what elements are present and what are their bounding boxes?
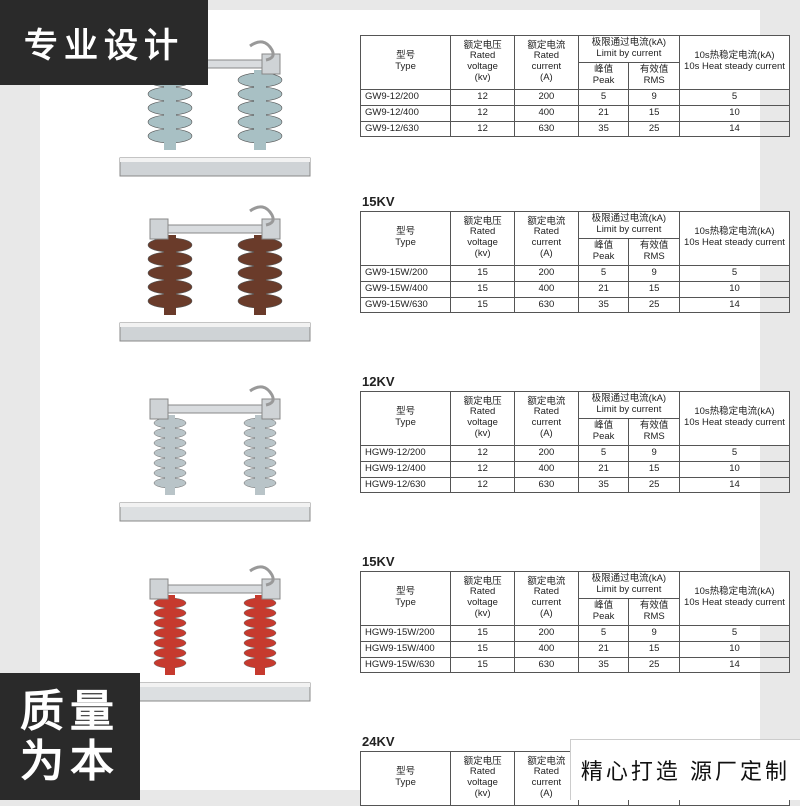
table-row: HGW9-12/40012400 211510 (361, 461, 790, 477)
table-row: GW9-15W/40015400 211510 (361, 281, 790, 297)
table-row: HGW9-15W/63015630 352514 (361, 657, 790, 673)
bottom-badge-line2: 为本 (20, 737, 120, 788)
spec-section: 12KV 型号Type 额定电压Rated voltage(kv) 额定电流Ra… (360, 370, 790, 493)
spec-table: 型号Type 额定电压Rated voltage(kv) 额定电流Rated c… (360, 35, 790, 137)
spec-table: 型号Type 额定电压Rated voltage(kv) 额定电流Rated c… (360, 391, 790, 493)
table-row: HGW9-12/20012200 595 (361, 445, 790, 461)
spec-section: 15KV 型号Type 额定电压Rated voltage(kv) 额定电流Ra… (360, 550, 790, 673)
table-row: GW9-12/20012200 595 (361, 89, 790, 105)
bottom-tag: 精心打造 源厂定制 (570, 739, 800, 800)
table-row: HGW9-15W/40015400 211510 (361, 641, 790, 657)
bottom-badge: 质量 为本 (0, 673, 140, 800)
product-image (100, 385, 330, 535)
bottom-badge-line1: 质量 (20, 687, 120, 738)
product-image (100, 205, 330, 355)
table-row: GW9-15W/20015200 595 (361, 265, 790, 281)
spec-table: 型号Type 额定电压Rated voltage(kv) 额定电流Rated c… (360, 211, 790, 313)
section-title: 15KV (362, 554, 790, 569)
section-title: 12KV (362, 374, 790, 389)
section-title: 15KV (362, 194, 790, 209)
table-row: GW9-12/63012630 352514 (361, 121, 790, 137)
catalog-page: 型号Type 额定电压Rated voltage(kv) 额定电流Rated c… (40, 10, 760, 790)
table-row: HGW9-12/63012630 352514 (361, 477, 790, 493)
spec-table: 型号Type 额定电压Rated voltage(kv) 额定电流Rated c… (360, 571, 790, 673)
table-row: GW9-12/40012400 211510 (361, 105, 790, 121)
table-row: HGW9-15W/20015200 595 (361, 625, 790, 641)
top-badge: 专业设计 (0, 0, 208, 85)
table-row: GW9-15W/63015630 352514 (361, 297, 790, 313)
spec-section: 15KV 型号Type 额定电压Rated voltage(kv) 额定电流Ra… (360, 190, 790, 313)
spec-section: 型号Type 额定电压Rated voltage(kv) 额定电流Rated c… (360, 35, 790, 137)
